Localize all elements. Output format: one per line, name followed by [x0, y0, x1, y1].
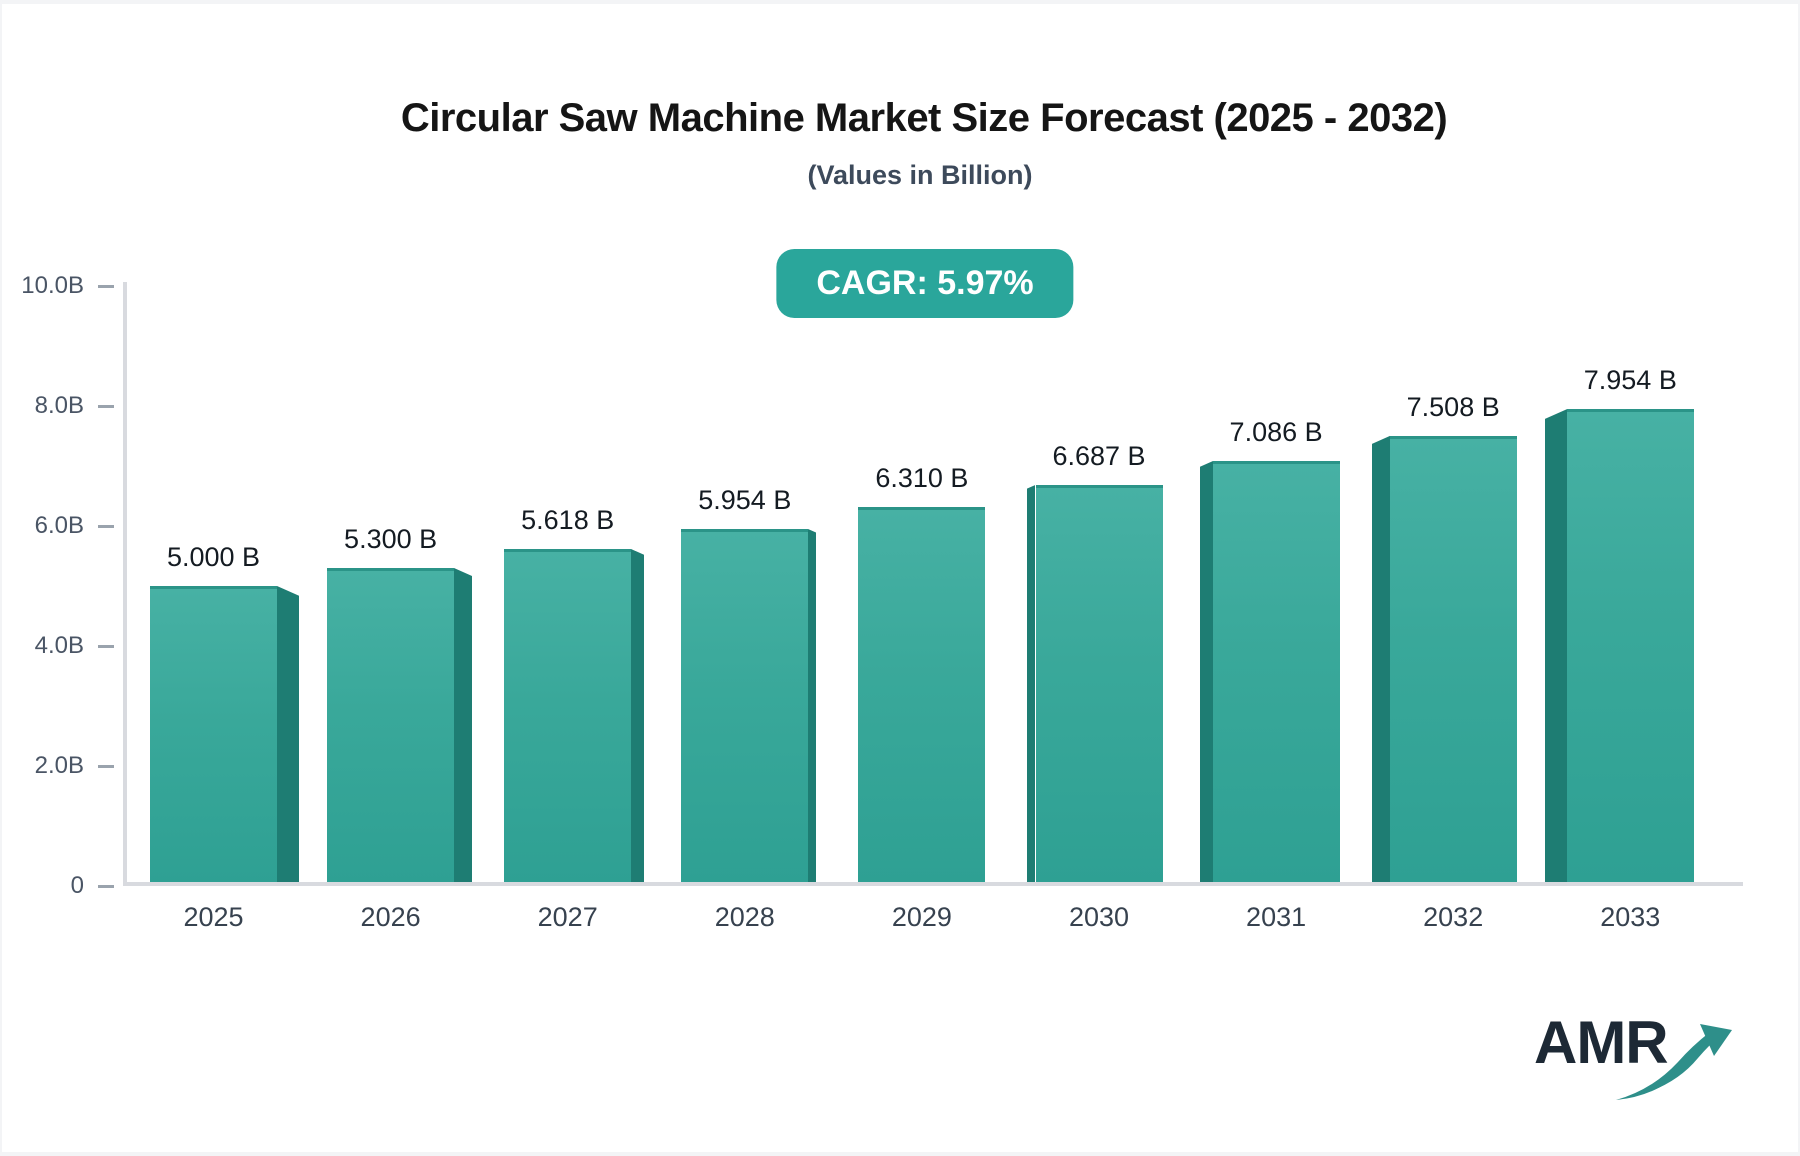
amr-logo-text: AMR — [1534, 1009, 1669, 1076]
x-axis-label: 2033 — [1600, 902, 1661, 932]
y-tick-label: 10.0B — [21, 272, 84, 299]
y-tick-label: 8.0B — [34, 392, 84, 419]
y-axis-line — [123, 282, 127, 886]
bar-value-label: 7.508 B — [1406, 391, 1500, 422]
x-axis-baseline — [123, 882, 1743, 886]
page-subtitle: (Values in Billion) — [807, 160, 1033, 190]
bar-2028[interactable] — [681, 528, 809, 884]
bar-side-2030 — [1027, 484, 1036, 884]
y-tick-dash — [98, 404, 114, 408]
bar-value-label: 5.300 B — [344, 524, 438, 554]
bar-side-2025 — [277, 586, 300, 884]
x-axis-label: 2027 — [537, 902, 598, 932]
bar-2032[interactable] — [1389, 435, 1517, 884]
y-tick-dash — [98, 884, 114, 888]
y-tick-label: 0 — [70, 872, 84, 899]
growth-arrow-icon — [1616, 1024, 1732, 1100]
bars-layer — [150, 408, 1694, 884]
bar-value-label: 5.954 B — [698, 484, 792, 515]
y-tick-label: 6.0B — [34, 512, 84, 539]
bar-2031[interactable] — [1212, 460, 1340, 884]
bar-value-label: 5.618 B — [521, 504, 615, 535]
bar-2025[interactable] — [150, 586, 277, 884]
x-axis-label: 2025 — [183, 902, 244, 932]
bar-value-label: 6.687 B — [1052, 440, 1146, 471]
y-tick-dash — [98, 284, 114, 288]
bar-2029[interactable] — [858, 507, 986, 884]
bar-value-label: 7.954 B — [1583, 364, 1677, 395]
bar-2033[interactable] — [1566, 408, 1694, 884]
y-tick-dash — [98, 644, 114, 648]
bar-2030[interactable] — [1035, 484, 1163, 884]
bar-side-2033 — [1544, 408, 1567, 884]
page-title: Circular Saw Machine Market Size Forecas… — [400, 96, 1448, 140]
y-tick-label: 4.0B — [34, 632, 84, 659]
bar-side-2032 — [1372, 435, 1390, 884]
x-axis-label: 2030 — [1068, 902, 1130, 932]
cagr-badge: CAGR: 5.97% — [776, 249, 1074, 318]
bar-side-2027 — [631, 548, 645, 884]
bar-value-label: 6.310 B — [875, 463, 969, 494]
y-tick-dash — [98, 524, 114, 528]
bar-2026[interactable] — [327, 568, 455, 884]
amr-logo[interactable]: AMR — [1520, 1000, 1750, 1110]
bar-side-2031 — [1199, 460, 1213, 884]
x-axis-label: 2032 — [1423, 902, 1484, 932]
x-axis-label: 2026 — [360, 902, 421, 932]
bar-value-label: 7.086 B — [1229, 416, 1323, 447]
bar-value-label: 5.000 B — [166, 542, 261, 572]
bar-side-2026 — [454, 568, 472, 884]
x-axis-label: 2031 — [1246, 902, 1307, 932]
bar-side-2028 — [808, 528, 817, 884]
bar-2027[interactable] — [504, 548, 632, 884]
x-axis-label: 2028 — [714, 902, 775, 932]
y-tick-dash — [98, 764, 114, 768]
x-axis-label: 2029 — [891, 902, 952, 932]
y-tick-label: 2.0B — [34, 752, 84, 779]
